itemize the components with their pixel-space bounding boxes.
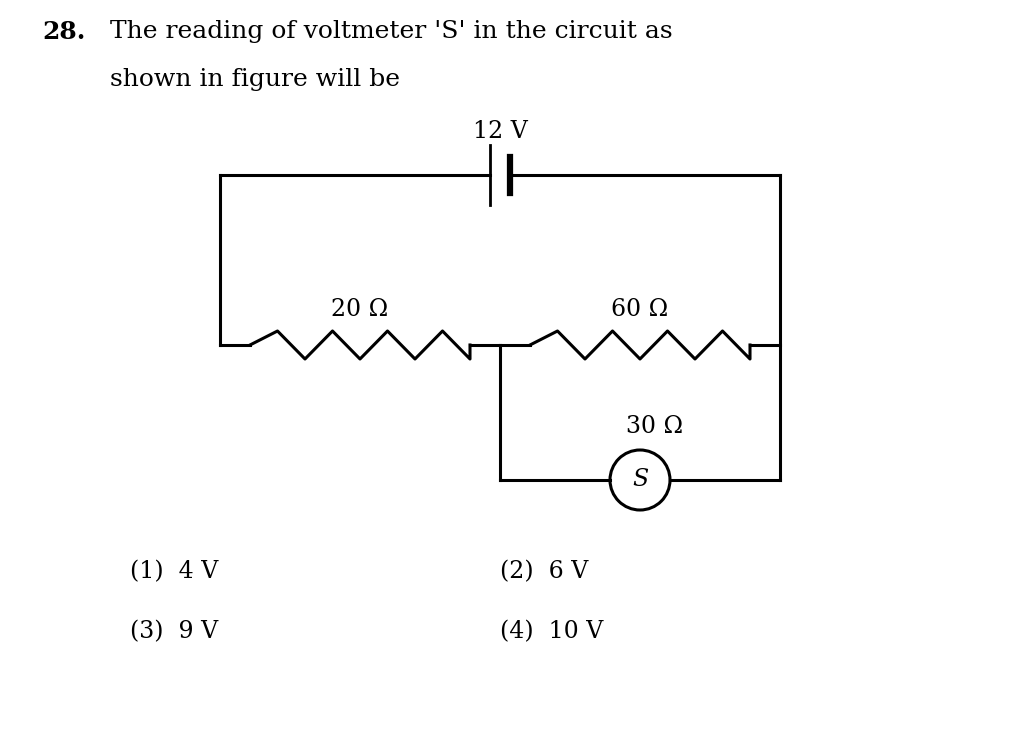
Text: The reading of voltmeter 'S' in the circuit as: The reading of voltmeter 'S' in the circ…	[110, 20, 673, 43]
Text: shown in figure will be: shown in figure will be	[110, 68, 400, 91]
Text: 28.: 28.	[42, 20, 85, 44]
Text: 20 Ω: 20 Ω	[332, 298, 389, 321]
Text: 12 V: 12 V	[473, 120, 527, 143]
Text: 60 Ω: 60 Ω	[611, 298, 669, 321]
Text: (4)  10 V: (4) 10 V	[500, 620, 603, 643]
Text: (2)  6 V: (2) 6 V	[500, 560, 588, 583]
Text: S: S	[632, 469, 648, 491]
Text: 30 Ω: 30 Ω	[627, 415, 684, 438]
Text: (3)  9 V: (3) 9 V	[130, 620, 218, 643]
Text: (1)  4 V: (1) 4 V	[130, 560, 218, 583]
